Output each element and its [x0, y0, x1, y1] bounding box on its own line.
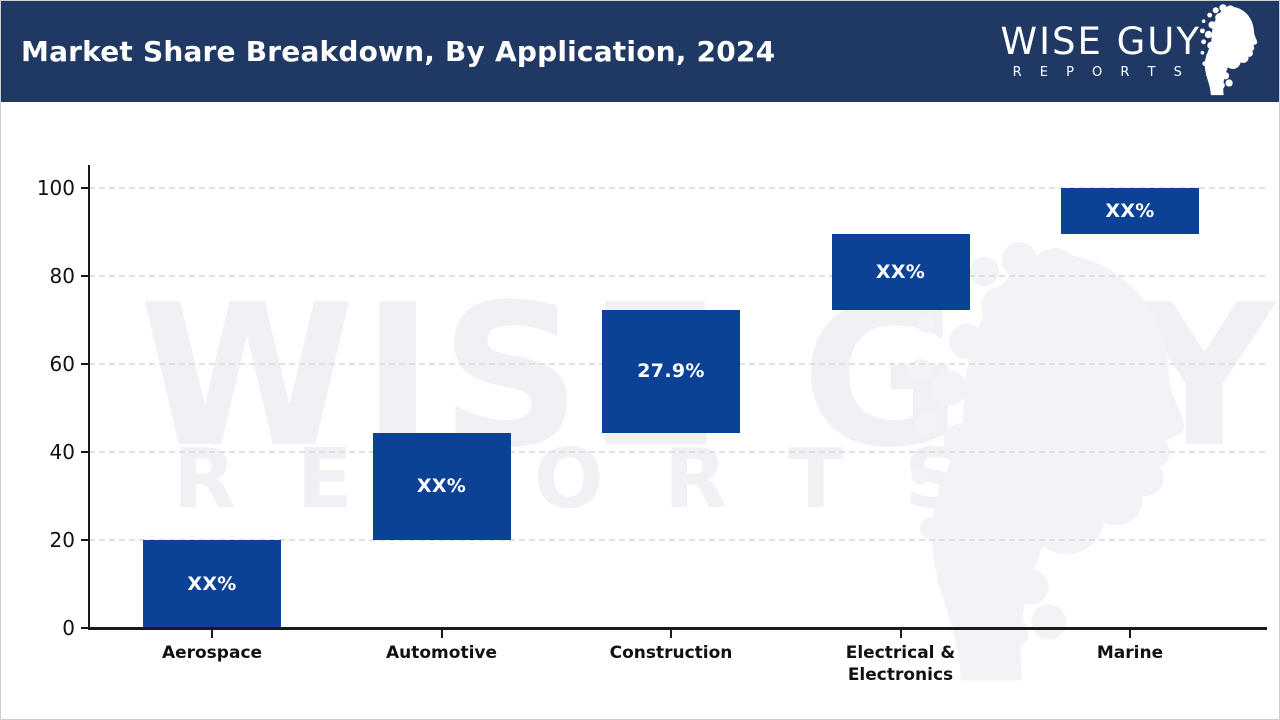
x-category-label: Aerospace	[161, 643, 263, 663]
y-axis-tick	[81, 187, 89, 189]
y-axis-tick-label: 60	[49, 352, 75, 376]
bar: XX%	[1061, 188, 1199, 235]
gridline	[89, 539, 1265, 541]
bar-value-label: XX%	[187, 573, 237, 595]
bar-value-label: XX%	[1105, 200, 1155, 223]
header: Market Share Breakdown, By Application, …	[1, 1, 1279, 102]
bar: 27.9%	[602, 309, 740, 433]
logo-text: WISE GUY R E P O R T S	[1001, 23, 1201, 80]
x-category-label: Construction	[609, 643, 733, 663]
x-axis-tick	[211, 630, 213, 638]
y-axis-tick	[81, 451, 89, 453]
gridline	[89, 275, 1265, 277]
logo-subtitle: R E P O R T S	[1012, 65, 1189, 80]
gridline	[89, 451, 1265, 453]
bar-value-label: 27.9%	[637, 360, 705, 383]
wise-guy-logo: WISE GUY R E P O R T S	[1001, 3, 1265, 100]
y-axis-tick	[81, 539, 89, 541]
y-axis-tick-label: 80	[49, 264, 75, 288]
x-axis-tick	[1129, 630, 1131, 638]
y-axis-tick	[81, 627, 89, 629]
bar: XX%	[831, 234, 970, 310]
x-axis-tick	[440, 630, 443, 638]
x-category-label: Electrical & Electronics	[845, 643, 956, 686]
y-axis-tick-label: 40	[49, 440, 75, 464]
y-axis-tick-label: 20	[49, 528, 75, 552]
face-profile-icon	[1199, 4, 1258, 96]
bar-value-label: XX%	[416, 475, 467, 498]
y-axis-line	[88, 165, 90, 630]
face-silhouette	[1204, 6, 1258, 96]
y-axis-tick-label: 0	[62, 616, 75, 640]
x-axis-tick	[670, 630, 672, 638]
y-axis-tick-label: 100	[36, 176, 75, 200]
x-axis-line	[88, 627, 1267, 630]
bar: XX%	[143, 540, 281, 628]
y-axis-tick	[81, 275, 89, 277]
page-title: Market Share Breakdown, By Application, …	[21, 35, 776, 68]
x-category-label: Automotive	[385, 643, 498, 663]
logo-wordmark: WISE GUY	[1000, 20, 1201, 63]
x-axis-tick	[899, 630, 902, 638]
x-category-label: Marine	[1096, 643, 1164, 663]
bar-value-label: XX%	[875, 261, 926, 284]
y-axis-tick	[81, 363, 89, 365]
gridline	[89, 187, 1265, 189]
bar: XX%	[372, 432, 511, 540]
